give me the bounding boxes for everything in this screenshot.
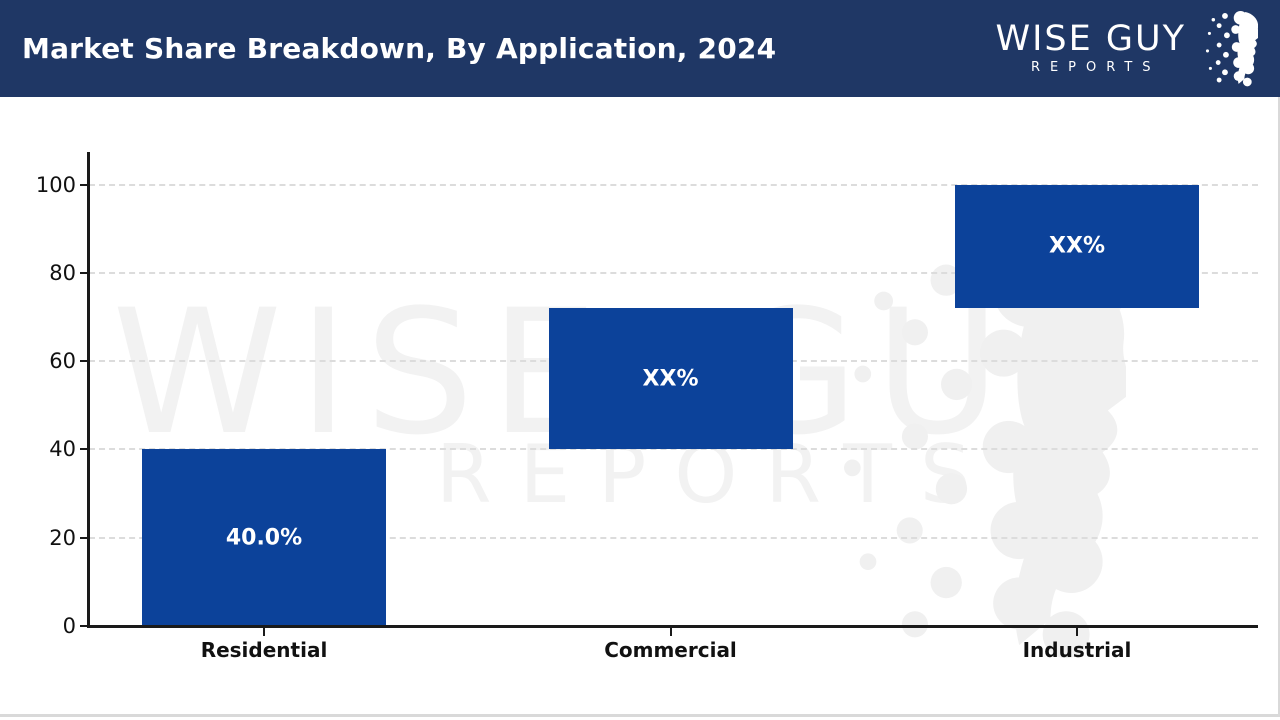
x-tick xyxy=(1076,628,1078,636)
category-label-residential: Residential xyxy=(200,638,328,662)
logo-subtitle: REPORTS xyxy=(1030,60,1161,75)
right-border-line xyxy=(1278,97,1280,717)
y-axis-line xyxy=(87,152,90,628)
y-tick-label: 0 xyxy=(62,614,76,638)
wiseguy-logo: WISE GUY REPORTS xyxy=(995,6,1260,92)
x-tick xyxy=(263,628,265,636)
bar-industrial xyxy=(955,184,1199,309)
header-bar: Market Share Breakdown, By Application, … xyxy=(0,0,1280,97)
y-tick xyxy=(80,183,89,186)
wiseguy-head-icon xyxy=(1190,6,1260,92)
category-label-commercial: Commercial xyxy=(604,638,737,662)
y-tick-label: 80 xyxy=(49,260,76,285)
bottom-border-line xyxy=(0,714,1280,717)
watermark-head-icon xyxy=(756,228,1130,670)
y-tick xyxy=(80,271,89,274)
y-tick-label: 60 xyxy=(49,349,76,374)
bar-value-label: 40.0% xyxy=(225,525,303,551)
y-tick-label: 20 xyxy=(49,525,76,550)
bar-value-label: XX% xyxy=(642,366,699,392)
gridline-20 xyxy=(89,536,1258,539)
gridline-100 xyxy=(89,183,1258,186)
category-label-industrial: Industrial xyxy=(1022,638,1132,662)
y-tick xyxy=(80,360,89,363)
y-tick-label: 40 xyxy=(49,437,76,462)
y-tick-label: 100 xyxy=(35,172,76,197)
y-tick xyxy=(80,536,89,539)
x-tick xyxy=(669,628,672,636)
logo-text: WISE GUY REPORTS xyxy=(995,19,1186,76)
bar-commercial xyxy=(548,308,793,450)
x-axis-line xyxy=(87,625,1258,628)
bar-residential xyxy=(142,449,386,626)
bar-value-label: XX% xyxy=(1049,233,1105,259)
gridline-40 xyxy=(89,448,1258,451)
logo-wordmark: WISE GUY xyxy=(995,19,1186,59)
y-tick xyxy=(80,448,89,451)
page-title: Market Share Breakdown, By Application, … xyxy=(22,32,777,65)
gridline-80 xyxy=(89,271,1258,274)
y-tick xyxy=(80,625,89,627)
